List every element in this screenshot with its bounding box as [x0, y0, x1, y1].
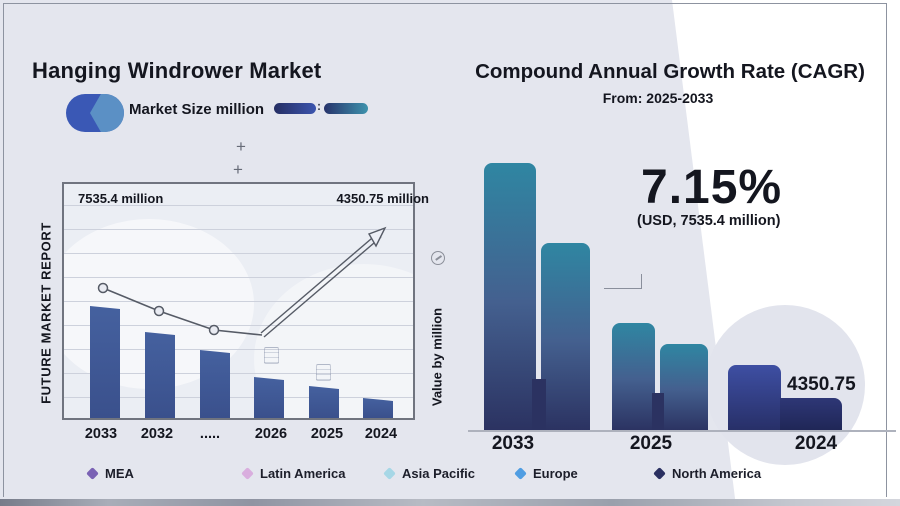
cagr-subtitle: From: 2025-2033: [602, 90, 714, 106]
bar-2024: [363, 398, 393, 418]
range-pill-separator: :: [317, 99, 321, 113]
bar-2024-b: [780, 398, 842, 431]
brand-pill-facet-icon: [90, 94, 124, 132]
bar-bridge: [532, 379, 546, 431]
ghost-document-icon: [264, 347, 279, 364]
legend-label: North America: [672, 466, 762, 481]
left-chart-panel: 7535.4 million 4350.75 million: [62, 182, 429, 420]
bar-2026: [254, 377, 284, 418]
trend-arrow-icon: [367, 226, 387, 248]
legend-item-latin-america: Latin America: [241, 466, 346, 481]
brand-pill-icon: [66, 94, 124, 132]
line-marker-icon: [208, 324, 220, 336]
plus-mark-icon: +: [233, 160, 243, 179]
range-pill-end-icon: [324, 103, 368, 114]
cagr-title: Compound Annual Growth Rate (CAGR): [475, 60, 865, 83]
frame-border: [3, 3, 887, 497]
x-label-2033: 2033: [84, 426, 118, 442]
gridline: [64, 397, 413, 398]
gridline: [64, 325, 413, 326]
gridline: [64, 229, 413, 230]
x-label-2024: 2024: [364, 426, 398, 442]
plus-mark-icon: +: [236, 137, 246, 156]
diamond-icon: [653, 467, 666, 480]
cagr-usd-note: (USD, 7535.4 million): [637, 213, 781, 229]
page-title: Hanging Windrower Market: [32, 58, 322, 83]
legend-item-mea: MEA: [86, 466, 134, 481]
gridline: [64, 373, 413, 374]
x-axis-line: [468, 430, 896, 432]
bar-group-2025: [612, 323, 708, 431]
x-label-2025: 2025: [310, 426, 344, 442]
bar-2025-a: [612, 323, 655, 431]
x-label-right-2024: 2024: [794, 433, 838, 454]
legend-item-north-america: North America: [653, 466, 762, 481]
cagr-value: 7.15%: [641, 161, 783, 214]
bar-group-2033: [484, 163, 590, 431]
bar-bridge: [652, 393, 664, 431]
max-value-label: 7535.4 million: [78, 191, 164, 206]
line-marker-icon: [153, 305, 165, 317]
gridline: [64, 253, 413, 254]
bar-dots: [200, 350, 230, 418]
left-axis-label: FUTURE MARKET REPORT: [38, 222, 54, 404]
bar-2025-b: [660, 344, 708, 431]
diamond-icon: [383, 467, 396, 480]
gridline: [64, 205, 413, 206]
diamond-icon: [514, 467, 527, 480]
diamond-icon: [241, 467, 254, 480]
bar-2025: [309, 386, 339, 418]
line-marker-icon: [97, 282, 109, 294]
x-label-right-2025: 2025: [629, 433, 673, 454]
ghost-document-icon: [316, 364, 331, 381]
legend-item-europe: Europe: [514, 466, 578, 481]
bottom-strip: [0, 499, 900, 506]
x-label-right-2033: 2033: [491, 433, 535, 454]
bar-2033-b: [541, 243, 590, 431]
legend-label: Europe: [533, 466, 578, 481]
bar-2033: [90, 306, 120, 418]
legend-label: MEA: [105, 466, 134, 481]
bar-group-2024: [728, 365, 842, 431]
diamond-icon: [86, 467, 99, 480]
value-axis-label: Value by million: [429, 307, 445, 407]
market-size-label: Market Size million: [129, 101, 265, 118]
legend-item-asia-pacific: Asia Pacific: [383, 466, 475, 481]
minus-circle-icon: [431, 251, 445, 265]
legend-label: Latin America: [260, 466, 346, 481]
value-label-4350: 4350.75: [787, 374, 856, 395]
x-label-dots: .....: [199, 426, 221, 442]
gridline: [64, 349, 413, 350]
range-pill-start-icon: [274, 103, 316, 114]
legend-label: Asia Pacific: [402, 466, 475, 481]
x-label-2032: 2032: [140, 426, 174, 442]
corner-bracket-icon: [604, 274, 642, 289]
x-label-2026: 2026: [254, 426, 288, 442]
left-chart-plot-area: [64, 184, 413, 418]
bar-2024-a: [728, 365, 781, 431]
bar-2032: [145, 332, 175, 418]
bar-2033-a: [484, 163, 536, 431]
gridline: [64, 277, 413, 278]
trend-line-svg: [97, 226, 387, 338]
end-value-label: 4350.75 million: [336, 191, 430, 206]
gridline: [64, 301, 413, 302]
